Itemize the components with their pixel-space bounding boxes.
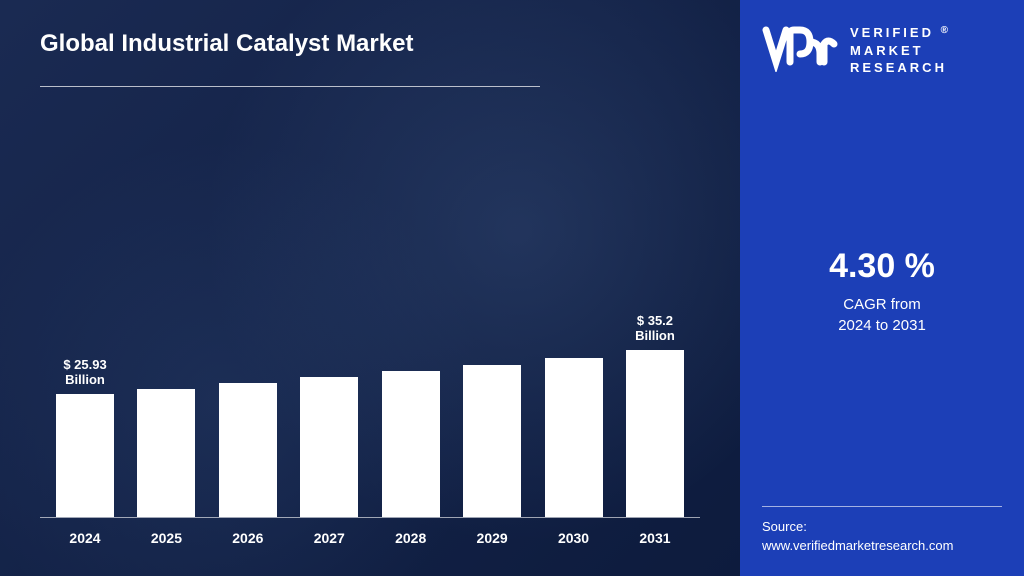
bar-wrap: $ 25.93 Billion [50, 357, 120, 517]
source-block: Source: www.verifiedmarketresearch.com [762, 506, 1002, 556]
cagr-block: 4.30 % CAGR from 2024 to 2031 [762, 247, 1002, 336]
cagr-caption-line1: CAGR from [843, 296, 921, 313]
x-axis-label: 2031 [620, 530, 690, 546]
cagr-value: 4.30 % [762, 247, 1002, 286]
logo: VERIFIED ® MARKET RESEARCH [762, 24, 1002, 77]
registered-mark: ® [941, 25, 951, 36]
logo-mark-icon [762, 24, 840, 72]
bar [56, 394, 114, 517]
bar [219, 383, 277, 517]
bar-wrap: $ 35.2 Billion [620, 313, 690, 517]
x-axis-label: 2029 [457, 530, 527, 546]
x-axis-label: 2027 [294, 530, 364, 546]
bar-wrap [294, 371, 364, 517]
bar-wrap [539, 352, 609, 517]
bar [545, 358, 603, 517]
x-axis-label: 2028 [376, 530, 446, 546]
source-url: www.verifiedmarketresearch.com [762, 538, 953, 553]
logo-line1: VERIFIED [850, 25, 934, 40]
main-panel: Global Industrial Catalyst Market $ 25.9… [0, 0, 740, 576]
source-label: Source: [762, 519, 807, 534]
bar-chart: $ 25.93 Billion$ 35.2 Billion 2024202520… [40, 116, 700, 546]
title-underline [40, 86, 540, 87]
logo-text: VERIFIED ® MARKET RESEARCH [850, 24, 951, 77]
bar-wrap [131, 383, 201, 517]
bar-value-label: $ 35.2 Billion [635, 313, 675, 344]
bar-value-label: $ 25.93 Billion [63, 357, 106, 388]
x-axis-label: 2025 [131, 530, 201, 546]
x-axis-labels: 2024 2025 2026 2027 2028 2029 2030 2031 [40, 530, 700, 546]
logo-line3: RESEARCH [850, 60, 947, 75]
x-axis-label: 2030 [539, 530, 609, 546]
x-axis-label: 2024 [50, 530, 120, 546]
x-axis-label: 2026 [213, 530, 283, 546]
cagr-caption-line2: 2024 to 2031 [838, 317, 926, 334]
bar-wrap [376, 365, 446, 517]
bar-container: $ 25.93 Billion $ 35.2 Billion [40, 138, 700, 518]
bar [626, 350, 684, 517]
logo-line2: MARKET [850, 43, 924, 58]
cagr-caption: CAGR from 2024 to 2031 [762, 294, 1002, 336]
bar-wrap [213, 377, 283, 517]
bar [300, 377, 358, 517]
bar [463, 365, 521, 517]
bar-wrap [457, 359, 527, 517]
page-title: Global Industrial Catalyst Market [40, 30, 700, 58]
bar [137, 389, 195, 517]
bar [382, 371, 440, 517]
sidebar: VERIFIED ® MARKET RESEARCH 4.30 % CAGR f… [740, 0, 1024, 576]
